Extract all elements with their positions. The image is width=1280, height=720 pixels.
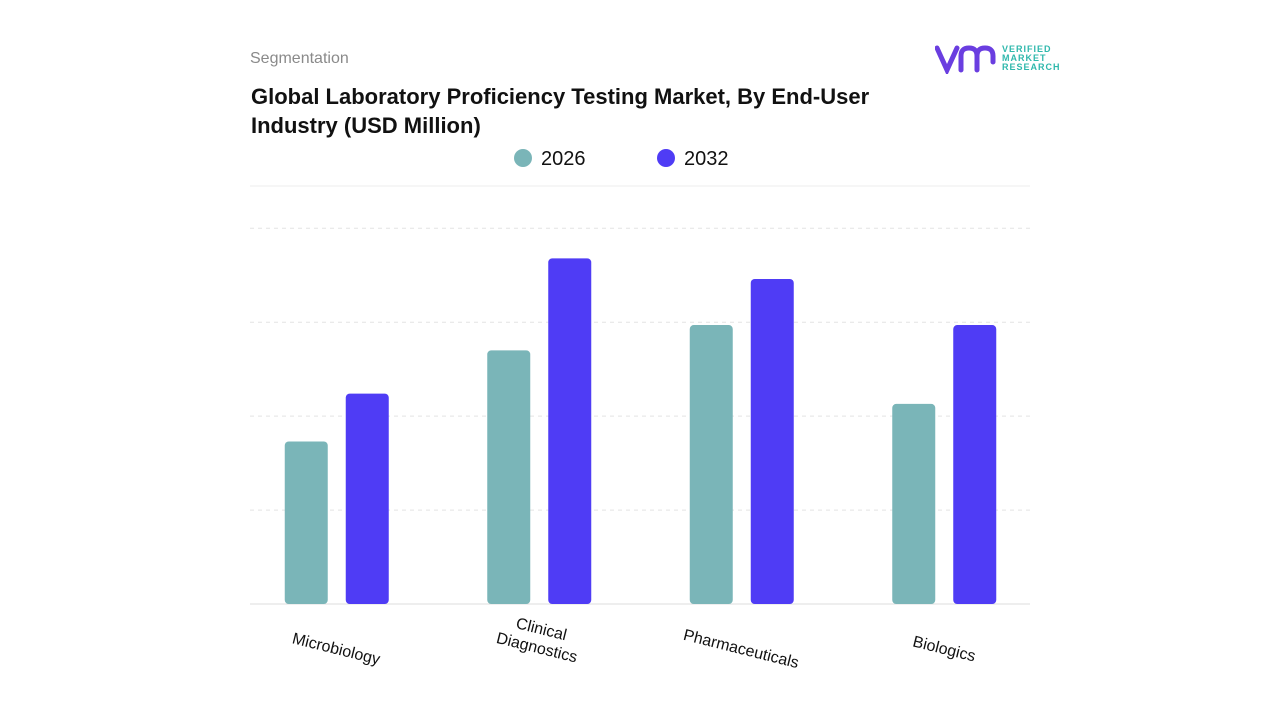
bar xyxy=(345,393,389,604)
section-label: Segmentation xyxy=(250,50,349,67)
logo-line: VERIFIED xyxy=(1002,44,1052,54)
logo-text: VERIFIED MARKET RESEARCH xyxy=(1002,45,1061,72)
bar xyxy=(548,258,592,604)
bar xyxy=(892,403,936,604)
legend-label: 2026 xyxy=(541,148,586,170)
logo-line: RESEARCH xyxy=(1002,62,1061,72)
bar xyxy=(487,350,531,604)
chart-title: Global Laboratory Proficiency Testing Ma… xyxy=(251,84,870,138)
bar xyxy=(284,441,328,604)
logo-line: MARKET xyxy=(1002,53,1047,63)
bar xyxy=(750,278,794,604)
logo-mark xyxy=(935,45,996,74)
legend-label: 2032 xyxy=(684,148,729,170)
bar xyxy=(689,325,733,604)
legend-swatch xyxy=(514,149,532,167)
bar xyxy=(953,325,997,604)
legend-swatch xyxy=(657,149,675,167)
